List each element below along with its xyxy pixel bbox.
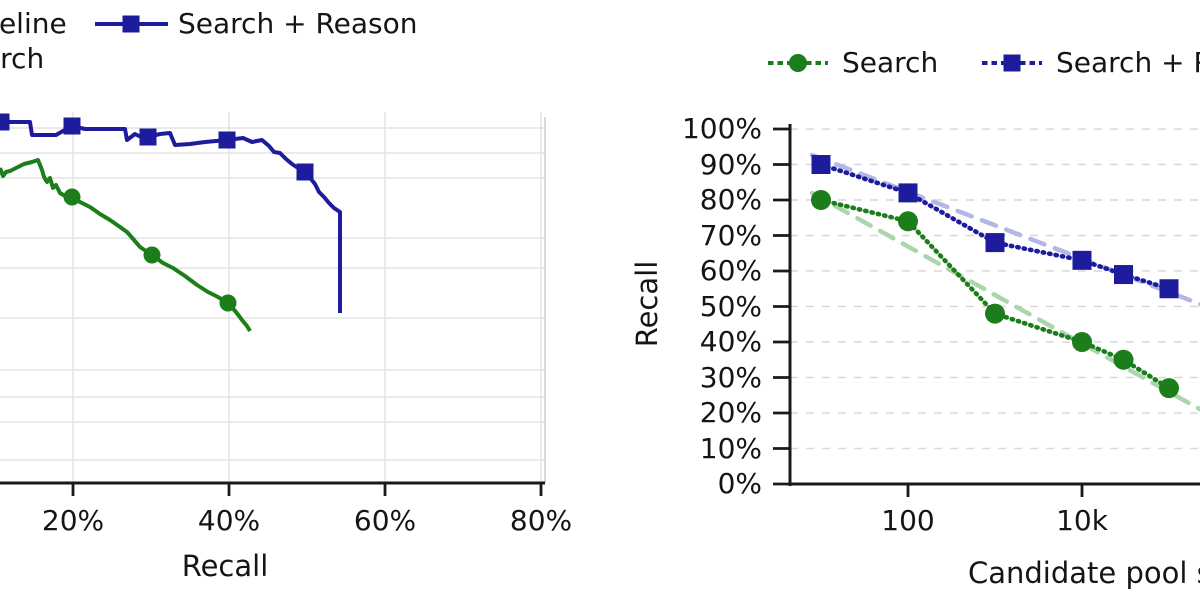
series-search-trend- [809, 190, 1200, 412]
series-search-reason-trend- [809, 152, 1200, 307]
series-marker [219, 294, 237, 312]
left-x-axis-label: Recall [181, 549, 269, 583]
y-tick-label-90%: 90% [699, 147, 762, 181]
x-tick-label-20%: 20% [41, 504, 105, 537]
y-tick-label-0%: 0% [717, 467, 762, 500]
y-tick-label-50%: 50% [699, 289, 762, 323]
y-tick-label-60%: 60% [699, 254, 762, 287]
series-marker [1114, 265, 1134, 285]
series-marker [0, 113, 10, 131]
series-marker [985, 303, 1005, 324]
legend-marker-square [122, 15, 140, 33]
series-marker [1159, 378, 1179, 399]
left-chart [0, 15, 546, 496]
y-tick-label-80%: 80% [699, 183, 762, 216]
series-marker [985, 233, 1005, 253]
right-chart [768, 54, 1200, 497]
x-tick-label-100: 100 [881, 504, 935, 537]
legend-label-search: Search [842, 46, 939, 79]
y-tick-label-100%: 100% [681, 112, 762, 145]
right-x-axis-label: Candidate pool size [968, 556, 1200, 590]
series-marker [63, 117, 81, 135]
series-marker [811, 155, 831, 174]
series-marker [218, 131, 236, 149]
series-marker [139, 128, 157, 146]
series-marker [898, 183, 918, 203]
series-marker [898, 211, 918, 232]
right-y-axis-label: Recall [630, 260, 664, 348]
legend-label-search: Search [0, 42, 45, 75]
series-marker [1072, 250, 1092, 270]
legend-marker-square [1003, 54, 1021, 72]
series-marker [1113, 349, 1134, 370]
legend-label-search-reason: Search + Reason [1056, 46, 1200, 79]
legend-label-baseline: Baseline [0, 7, 67, 40]
series-marker [1159, 279, 1179, 299]
series-marker [63, 188, 81, 206]
y-tick-label-30%: 30% [699, 360, 762, 394]
x-tick-label-60%: 60% [353, 504, 417, 537]
x-tick-label-80%: 80% [509, 504, 573, 537]
series-line-search-reason [0, 120, 342, 313]
x-tick-label-10k: 10k [1056, 504, 1108, 537]
series-marker [296, 163, 314, 181]
y-tick-label-70%: 70% [699, 218, 762, 252]
series-marker [1072, 332, 1092, 352]
y-tick-label-40%: 40% [699, 325, 762, 358]
series-marker [811, 190, 831, 210]
legend-label-search-reason: Search + Reason [178, 7, 418, 40]
legend-marker-circle [789, 54, 807, 72]
x-tick-label-40%: 40% [197, 504, 261, 537]
series-line-search [0, 158, 252, 333]
y-tick-label-10%: 10% [699, 431, 762, 465]
y-tick-label-20%: 20% [699, 396, 762, 429]
series-marker [143, 246, 161, 264]
